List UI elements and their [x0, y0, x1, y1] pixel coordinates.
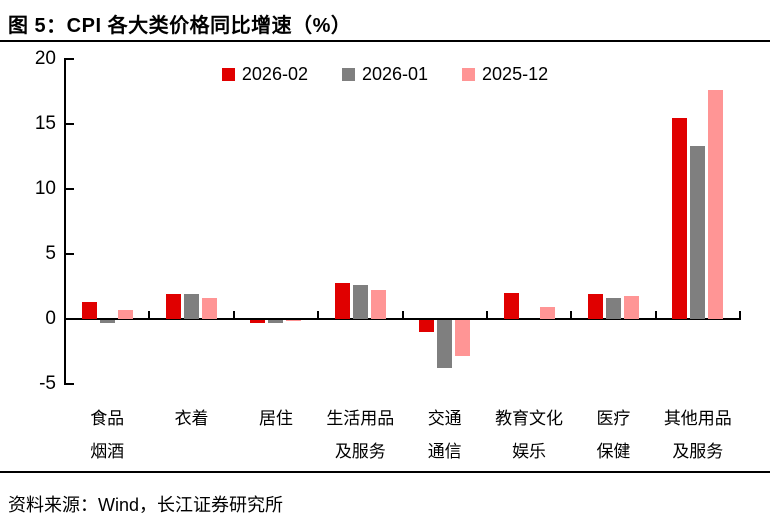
category-boundary-tick	[739, 311, 741, 319]
bar	[437, 320, 453, 369]
x-category-label: 居住	[234, 402, 318, 435]
bar	[690, 146, 706, 319]
chart-legend: 2026-02 2026-01 2025-12	[0, 64, 770, 85]
category-boundary-tick	[485, 311, 488, 319]
bar	[334, 282, 350, 319]
bar	[99, 320, 115, 323]
x-category-label-line: 烟酒	[90, 442, 125, 461]
category-boundary-tick	[570, 311, 573, 319]
bar	[268, 320, 284, 323]
x-category-label-line: 交通	[427, 409, 462, 428]
bar	[587, 294, 603, 319]
y-axis-line	[64, 58, 66, 385]
figure-title: 图 5：CPI 各大类价格同比增速（%）	[8, 15, 352, 37]
x-category-label-line: 教育文化	[495, 409, 564, 428]
x-category-label-line: 及服务	[672, 442, 724, 461]
x-category-label-line: 娱乐	[512, 442, 547, 461]
x-category-label: 其他用品 及服务	[656, 402, 740, 468]
legend-label: 2026-02	[241, 64, 308, 84]
legend-label: 2025-12	[482, 64, 549, 84]
bottom-rule	[0, 471, 770, 473]
bar	[286, 320, 302, 322]
legend-item: 2026-02	[221, 64, 308, 85]
x-category-label: 教育文化 娱乐	[487, 402, 571, 468]
y-axis-tick	[66, 383, 74, 385]
legend-swatch	[221, 68, 235, 81]
y-tick-label: 15	[34, 113, 56, 134]
bar	[708, 90, 724, 319]
bar	[117, 309, 133, 319]
bar	[503, 293, 519, 319]
x-category-label: 交通 通信	[403, 402, 487, 468]
bar	[352, 285, 368, 319]
bar	[672, 117, 688, 319]
bar	[455, 320, 471, 357]
bar	[370, 290, 386, 319]
category-boundary-tick	[64, 311, 66, 319]
category-boundary-tick	[654, 311, 657, 319]
x-category-label: 医疗 保健	[571, 402, 655, 468]
y-tick-label: 20	[34, 48, 56, 69]
category-boundary-tick	[401, 311, 404, 319]
y-tick-label: 10	[34, 178, 56, 199]
legend-item: 2025-12	[462, 64, 548, 85]
bar	[605, 298, 621, 319]
x-category-label-line: 居住	[258, 409, 293, 428]
x-category-label-line: 通信	[427, 442, 462, 461]
category-boundary-tick	[317, 311, 320, 319]
y-tick-label: -5	[39, 373, 56, 394]
category-boundary-tick	[232, 311, 235, 319]
title-rule	[0, 40, 770, 42]
legend-swatch	[462, 68, 476, 81]
bar	[623, 295, 639, 319]
legend-label: 2026-01	[361, 64, 429, 84]
y-axis-tick	[66, 253, 74, 255]
x-category-label-line: 及服务	[334, 442, 386, 461]
x-category-label-line: 食品	[90, 409, 125, 428]
x-category-label-line: 医疗	[596, 409, 631, 428]
category-boundary-tick	[148, 311, 151, 319]
y-axis-tick	[66, 123, 74, 125]
bar	[166, 294, 182, 319]
y-axis-tick	[66, 188, 74, 190]
legend-item: 2026-01	[341, 64, 429, 85]
x-category-label: 衣着	[149, 402, 233, 435]
bar	[419, 320, 435, 332]
bar	[81, 302, 97, 319]
x-category-label-line: 其他用品	[663, 409, 732, 428]
source-note: 资料来源：Wind，长江证券研究所	[8, 495, 284, 515]
x-category-label-line: 衣着	[174, 409, 209, 428]
bar	[250, 320, 266, 323]
x-category-label: 食品 烟酒	[65, 402, 149, 468]
bar	[184, 294, 200, 319]
legend-swatch	[341, 68, 355, 81]
x-category-label-line: 保健	[596, 442, 631, 461]
y-tick-label: 0	[45, 308, 56, 329]
y-tick-label: 5	[45, 243, 56, 264]
x-category-label-line: 生活用品	[326, 409, 395, 428]
zero-axis-line	[64, 318, 741, 320]
y-axis-tick	[66, 58, 74, 60]
bar	[539, 307, 555, 319]
bar	[202, 298, 218, 319]
x-category-label: 生活用品 及服务	[318, 402, 402, 468]
